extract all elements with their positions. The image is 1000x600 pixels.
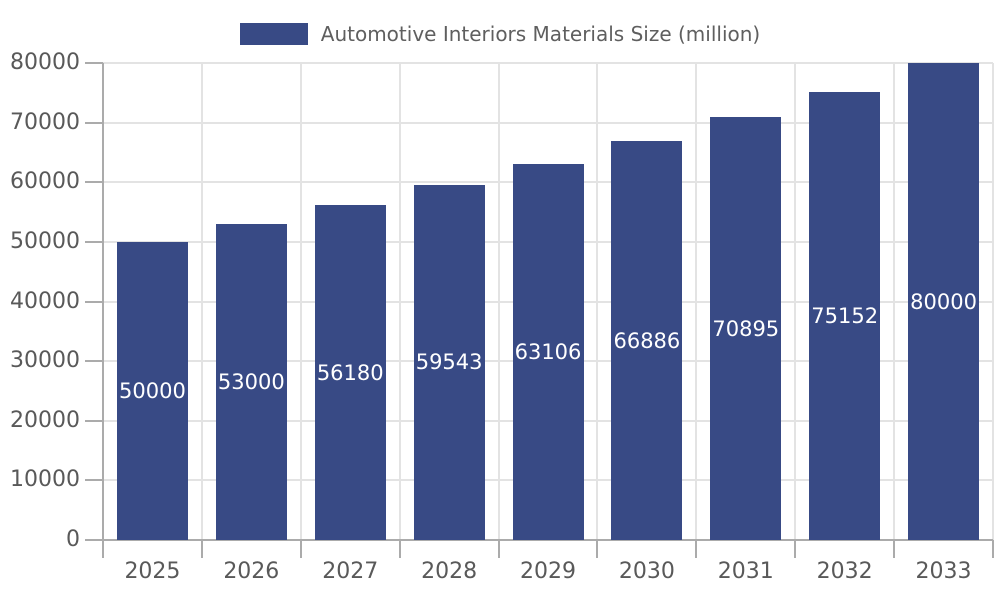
y-axis-label: 10000	[10, 467, 80, 493]
x-axis-label: 2030	[618, 559, 675, 584]
y-axis-label: 30000	[10, 348, 80, 374]
y-axis-tick	[85, 121, 103, 124]
x-axis-label: 2026	[223, 559, 280, 584]
bar-value-label: 63106	[514, 339, 582, 364]
y-axis-tick	[85, 181, 103, 184]
legend: Automotive Interiors Materials Size (mil…	[0, 22, 1000, 46]
legend-swatch	[239, 23, 308, 45]
x-axis-label: 2027	[322, 559, 379, 584]
bar	[710, 117, 782, 540]
bar	[314, 205, 386, 540]
x-axis-tick	[299, 540, 302, 558]
x-axis-tick	[695, 540, 698, 558]
x-axis-tick	[200, 540, 203, 558]
x-axis-line	[103, 539, 993, 541]
gridline-vertical	[893, 63, 896, 540]
x-axis-tick	[398, 540, 401, 558]
x-axis-tick	[596, 540, 599, 558]
y-axis-line	[102, 63, 104, 540]
y-axis-tick	[85, 539, 103, 541]
x-axis-label: 2033	[915, 559, 972, 584]
bar	[611, 141, 683, 540]
y-axis-tick	[85, 479, 103, 482]
gridline-vertical	[497, 63, 500, 540]
x-axis-label: 2028	[421, 559, 478, 584]
x-axis-tick	[497, 540, 500, 558]
bar-value-label: 66886	[613, 328, 681, 353]
bar	[413, 184, 485, 540]
bar-value-label: 53000	[217, 369, 285, 394]
y-axis-label: 60000	[10, 169, 80, 195]
x-axis-tick	[992, 540, 994, 558]
gridline-vertical	[398, 63, 401, 540]
bar	[512, 163, 584, 540]
x-axis-label: 2032	[816, 559, 873, 584]
y-axis-label: 70000	[10, 109, 80, 135]
y-axis-label: 0	[66, 527, 80, 552]
bar-value-label: 80000	[910, 289, 977, 314]
y-axis-label: 20000	[10, 407, 80, 433]
gridline-vertical	[794, 63, 797, 540]
bar-value-label: 56180	[316, 360, 384, 385]
x-axis-label: 2025	[124, 559, 181, 584]
gridline-vertical	[992, 63, 994, 540]
gridline-vertical	[596, 63, 599, 540]
gridline-horizontal	[103, 62, 993, 64]
x-axis-tick	[102, 540, 104, 558]
y-axis-tick	[85, 240, 103, 243]
x-axis-label: 2029	[519, 559, 576, 584]
y-axis-tick	[85, 62, 103, 64]
y-axis-label: 80000	[10, 50, 80, 75]
bar-value-label: 59543	[415, 350, 483, 375]
gridline-vertical	[200, 63, 203, 540]
y-axis-tick	[85, 300, 103, 303]
bar-value-label: 50000	[119, 378, 186, 403]
bar	[116, 241, 188, 540]
bar	[809, 91, 881, 540]
x-axis-tick	[794, 540, 797, 558]
y-axis-tick	[85, 419, 103, 422]
gridline-horizontal	[103, 121, 993, 124]
y-axis-label: 50000	[10, 228, 80, 254]
legend-label: Automotive Interiors Materials Size (mil…	[320, 22, 761, 46]
y-axis-label: 40000	[10, 288, 80, 314]
bar-value-label: 70895	[712, 316, 780, 341]
bar	[215, 223, 287, 540]
bar	[908, 63, 980, 540]
gridline-vertical	[299, 63, 302, 540]
x-axis-label: 2031	[717, 559, 774, 584]
y-axis-tick	[85, 360, 103, 363]
bar-value-label: 75152	[811, 303, 879, 328]
gridline-vertical	[695, 63, 698, 540]
x-axis-tick	[893, 540, 896, 558]
